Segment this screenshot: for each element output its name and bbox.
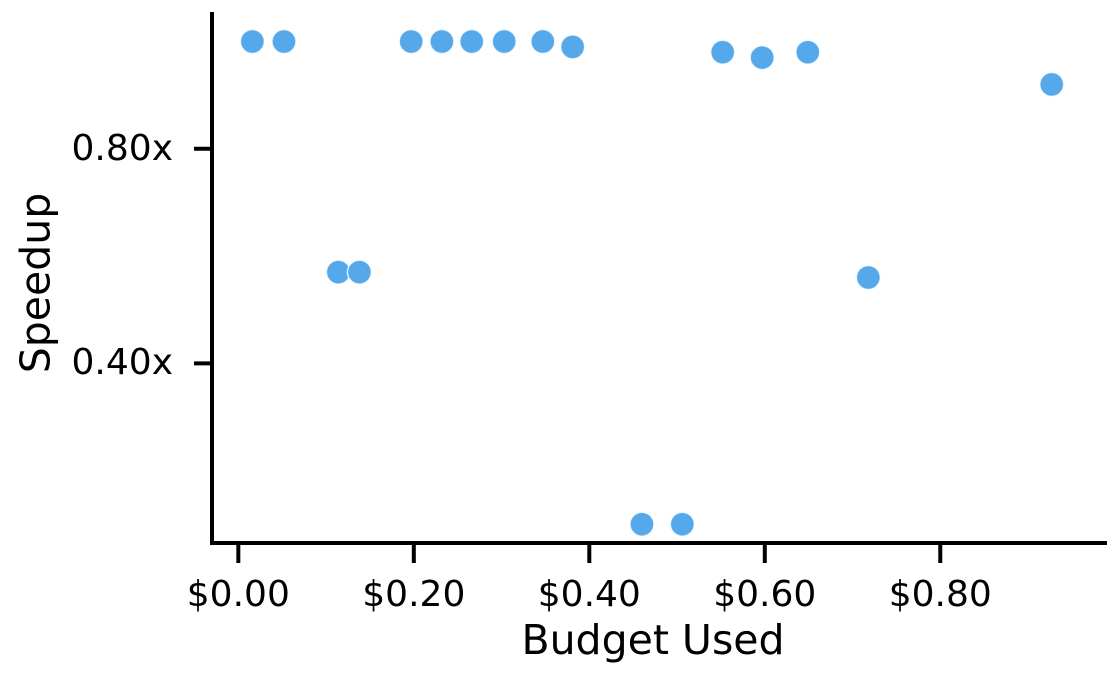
data-point bbox=[530, 28, 556, 55]
data-point bbox=[429, 28, 455, 55]
data-point bbox=[855, 264, 882, 291]
x-tick-label: $0.40 bbox=[537, 574, 641, 615]
data-point bbox=[398, 28, 424, 55]
x-tick-label: $0.00 bbox=[186, 574, 290, 615]
data-point bbox=[749, 44, 775, 71]
x-axis-title: Budget Used bbox=[521, 616, 785, 664]
data-point bbox=[709, 39, 736, 65]
y-tick-label: 0.40x bbox=[71, 342, 173, 384]
data-point bbox=[458, 28, 485, 55]
data-point bbox=[559, 34, 586, 60]
data-point bbox=[271, 28, 297, 55]
data-point bbox=[491, 28, 517, 55]
y-tick-label: 0.80x bbox=[71, 127, 173, 169]
data-point bbox=[1038, 71, 1065, 98]
x-tick-label: $0.60 bbox=[713, 574, 817, 615]
x-tick-label: $0.20 bbox=[362, 574, 466, 615]
y-axis-title: Speedup bbox=[11, 192, 60, 374]
data-point bbox=[669, 511, 696, 537]
x-tick-label: $0.80 bbox=[888, 574, 992, 615]
data-point bbox=[795, 39, 821, 65]
data-point bbox=[629, 511, 655, 537]
data-point bbox=[346, 259, 373, 285]
data-point bbox=[239, 28, 266, 55]
